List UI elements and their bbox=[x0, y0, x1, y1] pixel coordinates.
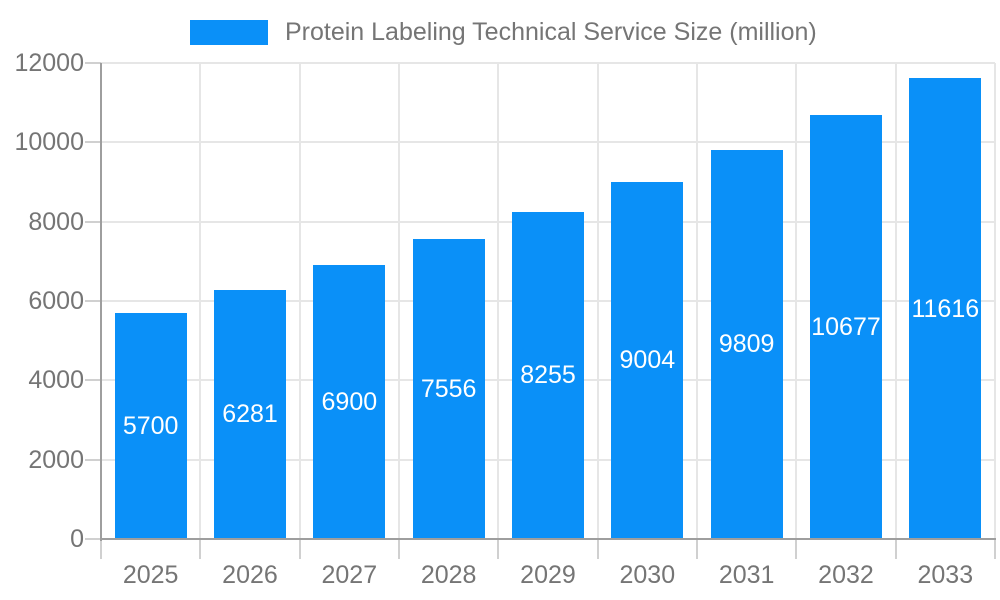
bar-value-label: 5700 bbox=[122, 411, 179, 440]
bar-2033[interactable] bbox=[909, 78, 982, 539]
gridline-horizontal bbox=[101, 62, 995, 64]
bar-value-label: 9004 bbox=[619, 346, 676, 375]
x-axis-tick bbox=[199, 539, 202, 559]
bar-2026[interactable] bbox=[214, 289, 286, 539]
y-axis-tick bbox=[85, 379, 101, 382]
y-axis-tick-label: 12000 bbox=[14, 49, 84, 77]
x-axis-tick-label: 2031 bbox=[718, 561, 775, 589]
x-axis-tick bbox=[497, 539, 500, 559]
gridline-vertical bbox=[894, 63, 897, 539]
gridline-vertical bbox=[497, 63, 500, 539]
x-axis-tick-label: 2032 bbox=[818, 561, 874, 589]
bar-value-label: 6281 bbox=[222, 400, 278, 429]
bar-value-label: 9809 bbox=[718, 330, 775, 359]
bar-value-label: 8255 bbox=[520, 361, 576, 390]
x-axis-tick bbox=[795, 539, 798, 559]
x-axis-tick bbox=[596, 539, 599, 559]
x-axis-tick bbox=[696, 539, 698, 559]
bar-2028[interactable] bbox=[412, 239, 485, 539]
x-axis-tick-label: 2025 bbox=[122, 561, 179, 589]
y-axis-tick bbox=[85, 300, 101, 302]
bar-value-label: 11616 bbox=[911, 294, 980, 323]
x-axis-tick bbox=[398, 539, 400, 559]
x-axis-tick-label: 2028 bbox=[420, 561, 477, 589]
x-axis-tick-label: 2026 bbox=[222, 561, 278, 589]
bar-2027[interactable] bbox=[313, 265, 386, 539]
bar-2030[interactable] bbox=[611, 181, 684, 539]
x-axis-tick bbox=[298, 539, 301, 559]
y-axis-tick-label: 6000 bbox=[28, 287, 84, 315]
bar-2031[interactable] bbox=[710, 149, 783, 539]
x-axis-tick-label: 2030 bbox=[619, 561, 676, 589]
gridline-vertical bbox=[795, 63, 798, 539]
y-axis-tick-label: 4000 bbox=[28, 366, 84, 395]
bar-2032[interactable] bbox=[810, 115, 882, 539]
gridline-horizontal bbox=[101, 141, 995, 144]
x-axis-line bbox=[100, 538, 996, 540]
x-axis-tick bbox=[894, 539, 897, 559]
y-axis-tick bbox=[85, 62, 101, 64]
bar-2029[interactable] bbox=[512, 211, 584, 539]
y-axis-tick bbox=[85, 141, 101, 144]
x-axis-tick-label: 2029 bbox=[520, 561, 576, 589]
gridline-vertical bbox=[298, 63, 301, 539]
y-axis-tick bbox=[85, 538, 101, 540]
y-axis-tick-label: 10000 bbox=[14, 128, 84, 157]
y-axis-tick bbox=[85, 458, 101, 461]
y-axis-line bbox=[100, 63, 102, 541]
x-axis-tick bbox=[994, 539, 996, 559]
bar-value-label: 10677 bbox=[811, 313, 881, 342]
x-axis-tick-label: 2027 bbox=[321, 561, 378, 589]
y-axis-tick-label: 8000 bbox=[28, 207, 84, 236]
legend-label: Protein Labeling Technical Service Size … bbox=[285, 18, 817, 46]
gridline-vertical bbox=[696, 63, 698, 539]
x-axis-tick-label: 2033 bbox=[917, 561, 974, 589]
y-axis-tick-label: 2000 bbox=[28, 445, 84, 474]
bar-value-label: 7556 bbox=[420, 375, 477, 404]
gridline-vertical bbox=[199, 63, 202, 539]
bar-value-label: 6900 bbox=[321, 388, 378, 417]
gridline-vertical bbox=[596, 63, 599, 539]
legend-swatch bbox=[190, 20, 268, 45]
gridline-vertical bbox=[398, 63, 400, 539]
gridline-vertical bbox=[994, 63, 996, 539]
y-axis-tick-label: 0 bbox=[70, 525, 84, 553]
bar-2025[interactable] bbox=[114, 312, 187, 539]
x-axis-tick bbox=[100, 539, 102, 559]
legend[interactable]: Protein Labeling Technical Service Size … bbox=[190, 18, 817, 46]
y-axis-tick bbox=[85, 220, 101, 223]
